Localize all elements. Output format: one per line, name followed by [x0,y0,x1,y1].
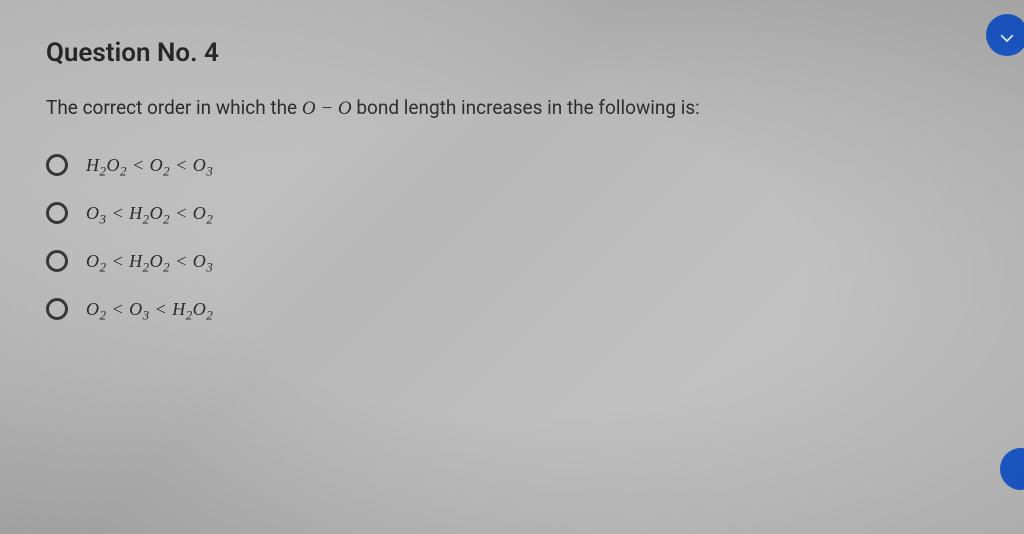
question-text-before: The correct order in which the [46,96,302,119]
question-text: The correct order in which the O − O bon… [46,96,978,120]
question-number: Question No. 4 [46,38,978,68]
option-d-label: O2 < O3 < H2O2 [86,299,213,320]
question-italic: O − O [302,98,352,119]
option-a[interactable]: H2O2 < O2 < O3 [46,154,978,176]
option-a-label: H2O2 < O2 < O3 [86,155,213,176]
radio-icon [46,154,68,176]
option-b-label: O3 < H2O2 < O2 [86,203,213,224]
question-text-after: bond length increases in the following i… [356,96,699,119]
question-card: Question No. 4 The correct order in whic… [0,0,1024,320]
arrow-down-icon [996,24,1018,46]
option-c-label: O2 < H2O2 < O3 [86,251,213,272]
radio-icon [46,298,68,320]
side-badge [1000,448,1024,490]
radio-icon [46,202,68,224]
scroll-down-badge[interactable] [986,14,1024,56]
option-b[interactable]: O3 < H2O2 < O2 [46,202,978,224]
options-list: H2O2 < O2 < O3 O3 < H2O2 < O2 O2 < H2O2 … [46,154,978,320]
radio-icon [46,250,68,272]
option-c[interactable]: O2 < H2O2 < O3 [46,250,978,272]
option-d[interactable]: O2 < O3 < H2O2 [46,298,978,320]
